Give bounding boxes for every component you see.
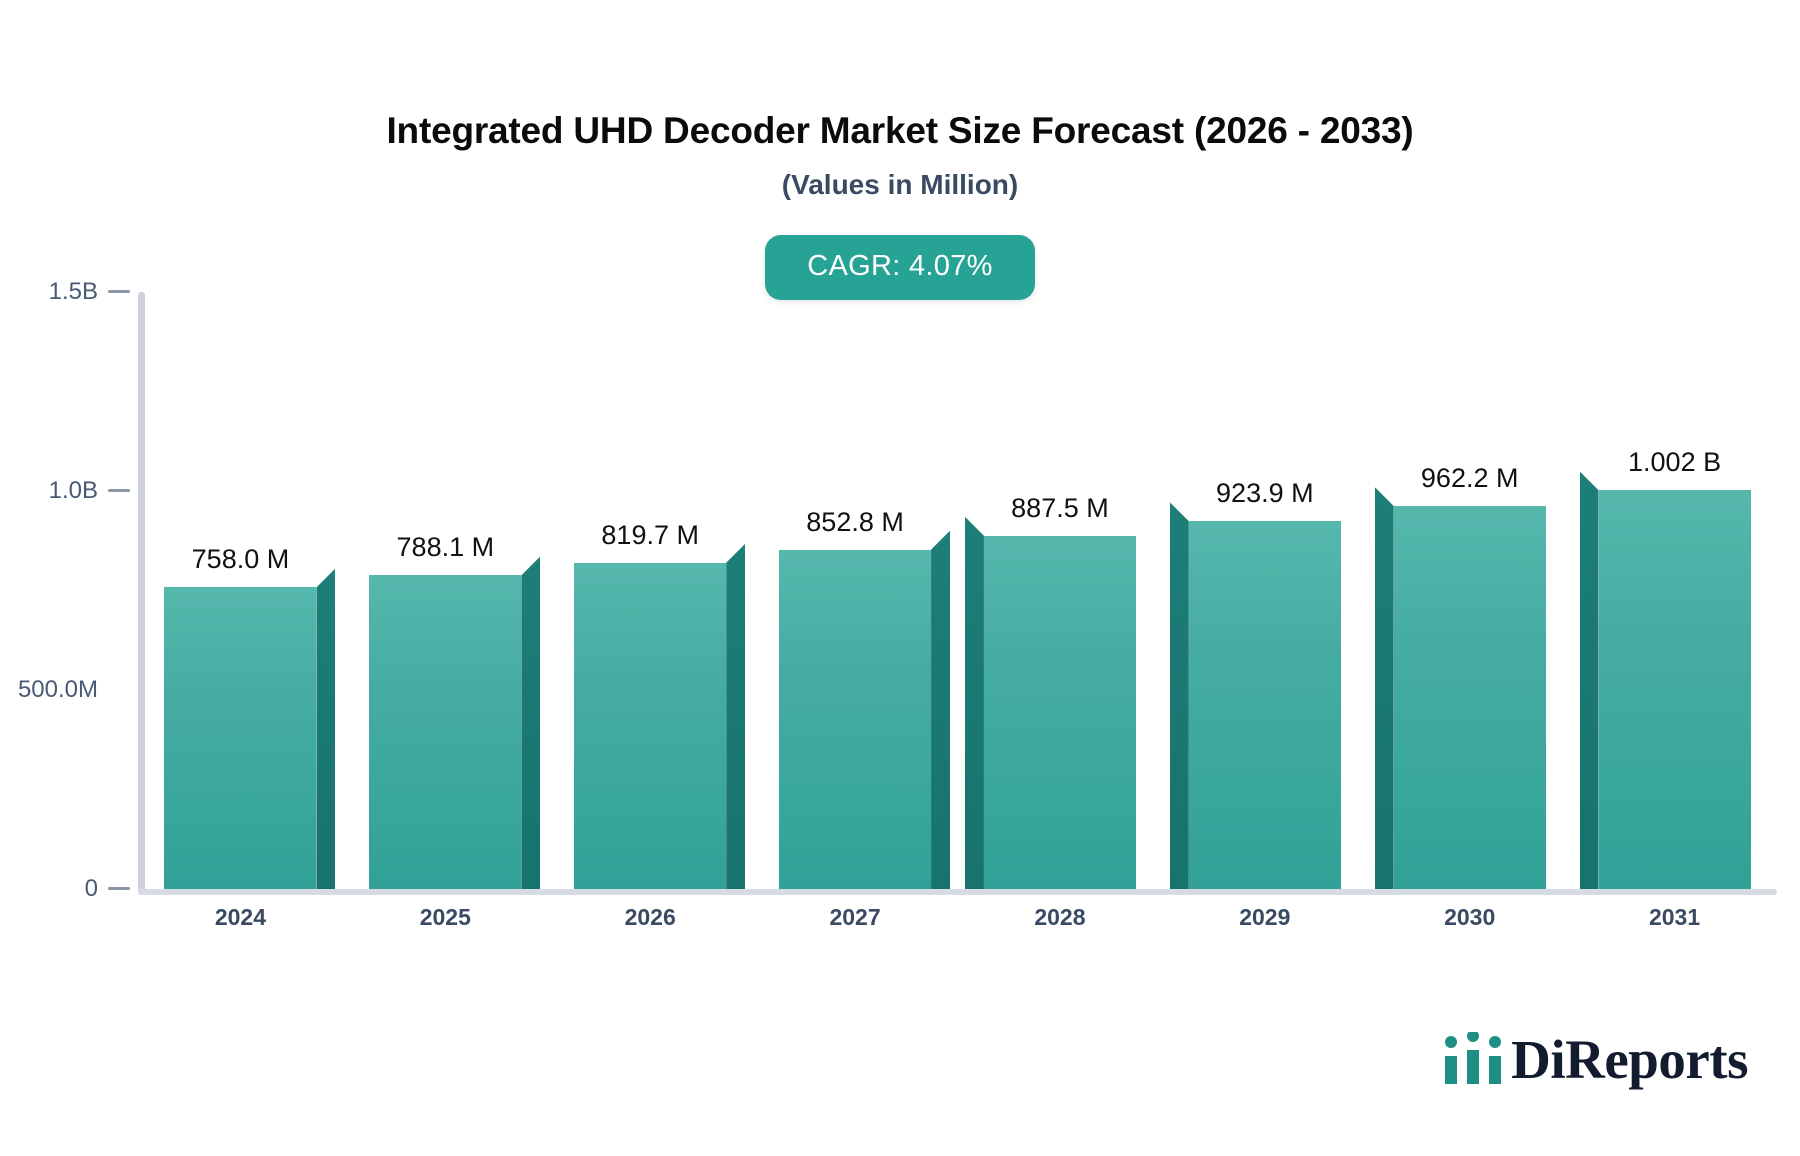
bar-3d-body <box>779 530 951 889</box>
y-axis-tick-label: 1.5B <box>48 278 98 305</box>
bar-side-face <box>316 568 336 889</box>
bar-value-label: 788.1 M <box>396 532 495 563</box>
cagr-badge: CAGR: 4.07% <box>765 235 1035 300</box>
bar-chart-icon <box>1445 1032 1502 1084</box>
x-axis-tick-label: 2029 <box>1239 904 1291 930</box>
bar-3d-body <box>574 543 746 889</box>
bar-side-face <box>964 516 984 889</box>
bar-front-face <box>983 535 1136 889</box>
bar-3d-body <box>1579 471 1751 889</box>
bar-side-face <box>931 530 951 889</box>
y-axis-tick-label: 0 <box>84 875 98 902</box>
bar-side-face <box>726 543 746 889</box>
brand-name: DiReports <box>1511 1028 1748 1090</box>
bar-column[interactable]: 887.5 M 2028 <box>964 292 1136 930</box>
bar-front-face <box>779 549 932 889</box>
brand-logo: DiReports <box>1443 1028 1748 1090</box>
x-axis-line <box>138 889 1777 895</box>
bar-3d-body <box>369 556 541 889</box>
y-axis-tick-mark <box>108 489 130 492</box>
bar-side-face <box>1374 487 1394 889</box>
bar-value-label: 887.5 M <box>1011 492 1109 523</box>
bar-3d-body <box>964 516 1136 889</box>
bar-column[interactable]: 819.7 M 2026 <box>574 292 746 930</box>
bar-series: 758.0 M 2024 788.1 M 2025 819.7 M 2026 852.8 M… <box>138 292 1777 930</box>
bar-value-label: 852.8 M <box>806 506 904 537</box>
y-axis-line <box>138 292 145 894</box>
cagr-badge-container: CAGR: 4.07% <box>0 199 1800 300</box>
bar-column[interactable]: 923.9 M 2029 <box>1169 292 1341 930</box>
bar-column[interactable]: 788.1 M 2025 <box>369 292 541 930</box>
bar-front-face <box>1393 506 1546 889</box>
bar-value-label: 1.002 B <box>1628 447 1722 478</box>
bar-column[interactable]: 1.002 B 2031 <box>1579 292 1751 930</box>
y-axis-tick-mark <box>108 887 130 890</box>
bar-front-face <box>1598 490 1751 889</box>
bar-column[interactable]: 758.0 M 2024 <box>164 292 336 930</box>
bar-value-label: 962.2 M <box>1420 463 1519 494</box>
page-title: Integrated UHD Decoder Market Size Forec… <box>386 110 1414 151</box>
bar-front-face <box>369 575 522 889</box>
bar-value-label: 923.9 M <box>1216 478 1314 509</box>
x-axis-tick-label: 2024 <box>214 904 267 930</box>
y-axis-tick-label: 500.0M <box>17 676 98 703</box>
bar-front-face <box>574 562 727 889</box>
bar-3d-body <box>1374 487 1546 889</box>
bar-front-face <box>1188 521 1341 889</box>
chart-header: Integrated UHD Decoder Market Size Forec… <box>0 0 1800 300</box>
x-axis-tick-label: 2026 <box>624 904 676 930</box>
bar-3d-body <box>1169 502 1341 889</box>
x-axis-tick-label: 2025 <box>419 904 471 930</box>
bar-side-face <box>1579 471 1599 889</box>
bar-3d-body <box>164 568 336 889</box>
chart-subtitle: (Values in Million) <box>781 169 1019 200</box>
x-axis-tick-label: 2030 <box>1444 904 1496 930</box>
bar-column[interactable]: 962.2 M 2030 <box>1374 292 1546 930</box>
bar-value-label: 758.0 M <box>191 544 290 575</box>
bar-side-face <box>521 556 541 889</box>
x-axis-tick-label: 2027 <box>829 904 881 930</box>
bar-side-face <box>1169 502 1189 889</box>
bar-front-face <box>164 587 317 889</box>
y-axis-tick-mark <box>108 290 130 293</box>
x-axis-tick-label: 2031 <box>1648 904 1701 930</box>
x-axis-tick-label: 2028 <box>1034 904 1086 930</box>
y-axis-tick-label: 1.0B <box>48 477 98 504</box>
bar-column[interactable]: 852.8 M 2027 <box>779 292 951 930</box>
bar-value-label: 819.7 M <box>601 519 699 550</box>
